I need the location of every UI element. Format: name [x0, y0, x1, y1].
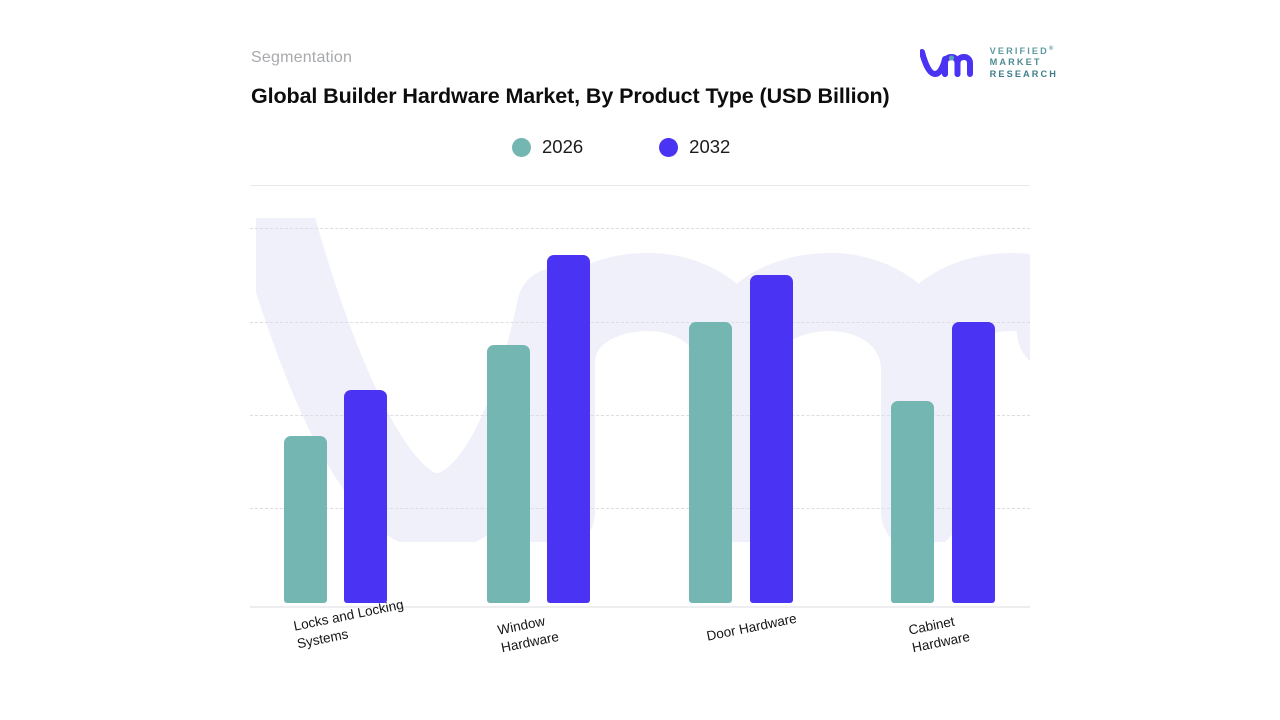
legend-dot-icon	[512, 137, 531, 157]
x-axis-baseline	[250, 606, 1030, 608]
registered-mark-icon: ®	[1048, 46, 1054, 52]
bar-window-hardware-2026[interactable]	[487, 345, 530, 603]
gridline	[250, 415, 1030, 416]
x-axis-labels: Locks and Locking Systems Window Hardwar…	[250, 597, 1040, 698]
header-divider	[250, 185, 1030, 186]
bar-locks-and-locking-systems-2032[interactable]	[344, 390, 387, 603]
bar-cabinet-hardware-2026[interactable]	[891, 401, 934, 603]
vm-monogram-icon	[919, 48, 973, 77]
bar-cabinet-hardware-2032[interactable]	[952, 322, 995, 603]
bar-door-hardware-2032[interactable]	[750, 275, 793, 603]
logo-line-verified: VERIFIED®	[989, 46, 1054, 57]
bar-locks-and-locking-systems-2026[interactable]	[284, 436, 327, 603]
gridline	[250, 228, 1030, 229]
x-axis-label-cabinet-hardware: Cabinet Hardware	[907, 613, 972, 655]
logo-wordmark: VERIFIED® MARKET RESEARCH	[990, 44, 1058, 79]
legend-item-2032[interactable]: 2032	[659, 136, 730, 158]
bar-door-hardware-2026[interactable]	[689, 322, 732, 603]
x-axis-label-window-hardware: Window Hardware	[496, 613, 561, 655]
legend-dot-icon	[659, 137, 679, 157]
chart-plot-area	[250, 218, 1030, 608]
page-title: Global Builder Hardware Market, By Produ…	[251, 84, 890, 108]
chart-legend: 2026 2032	[512, 136, 730, 158]
logo-line-research: RESEARCH	[989, 68, 1058, 79]
verified-market-research-logo: VERIFIED® MARKET RESEARCH	[919, 44, 1058, 79]
legend-label: 2026	[542, 136, 584, 157]
x-axis-label-door-hardware: Door Hardware	[705, 610, 798, 644]
segmentation-kicker: Segmentation	[251, 49, 353, 66]
gridline	[250, 508, 1030, 509]
legend-item-2026[interactable]: 2026	[512, 136, 583, 158]
gridline	[250, 322, 1030, 323]
bars-layer	[250, 218, 1030, 605]
bar-window-hardware-2032[interactable]	[547, 255, 590, 603]
legend-label: 2032	[689, 136, 731, 157]
logo-line-market: MARKET	[989, 57, 1042, 68]
